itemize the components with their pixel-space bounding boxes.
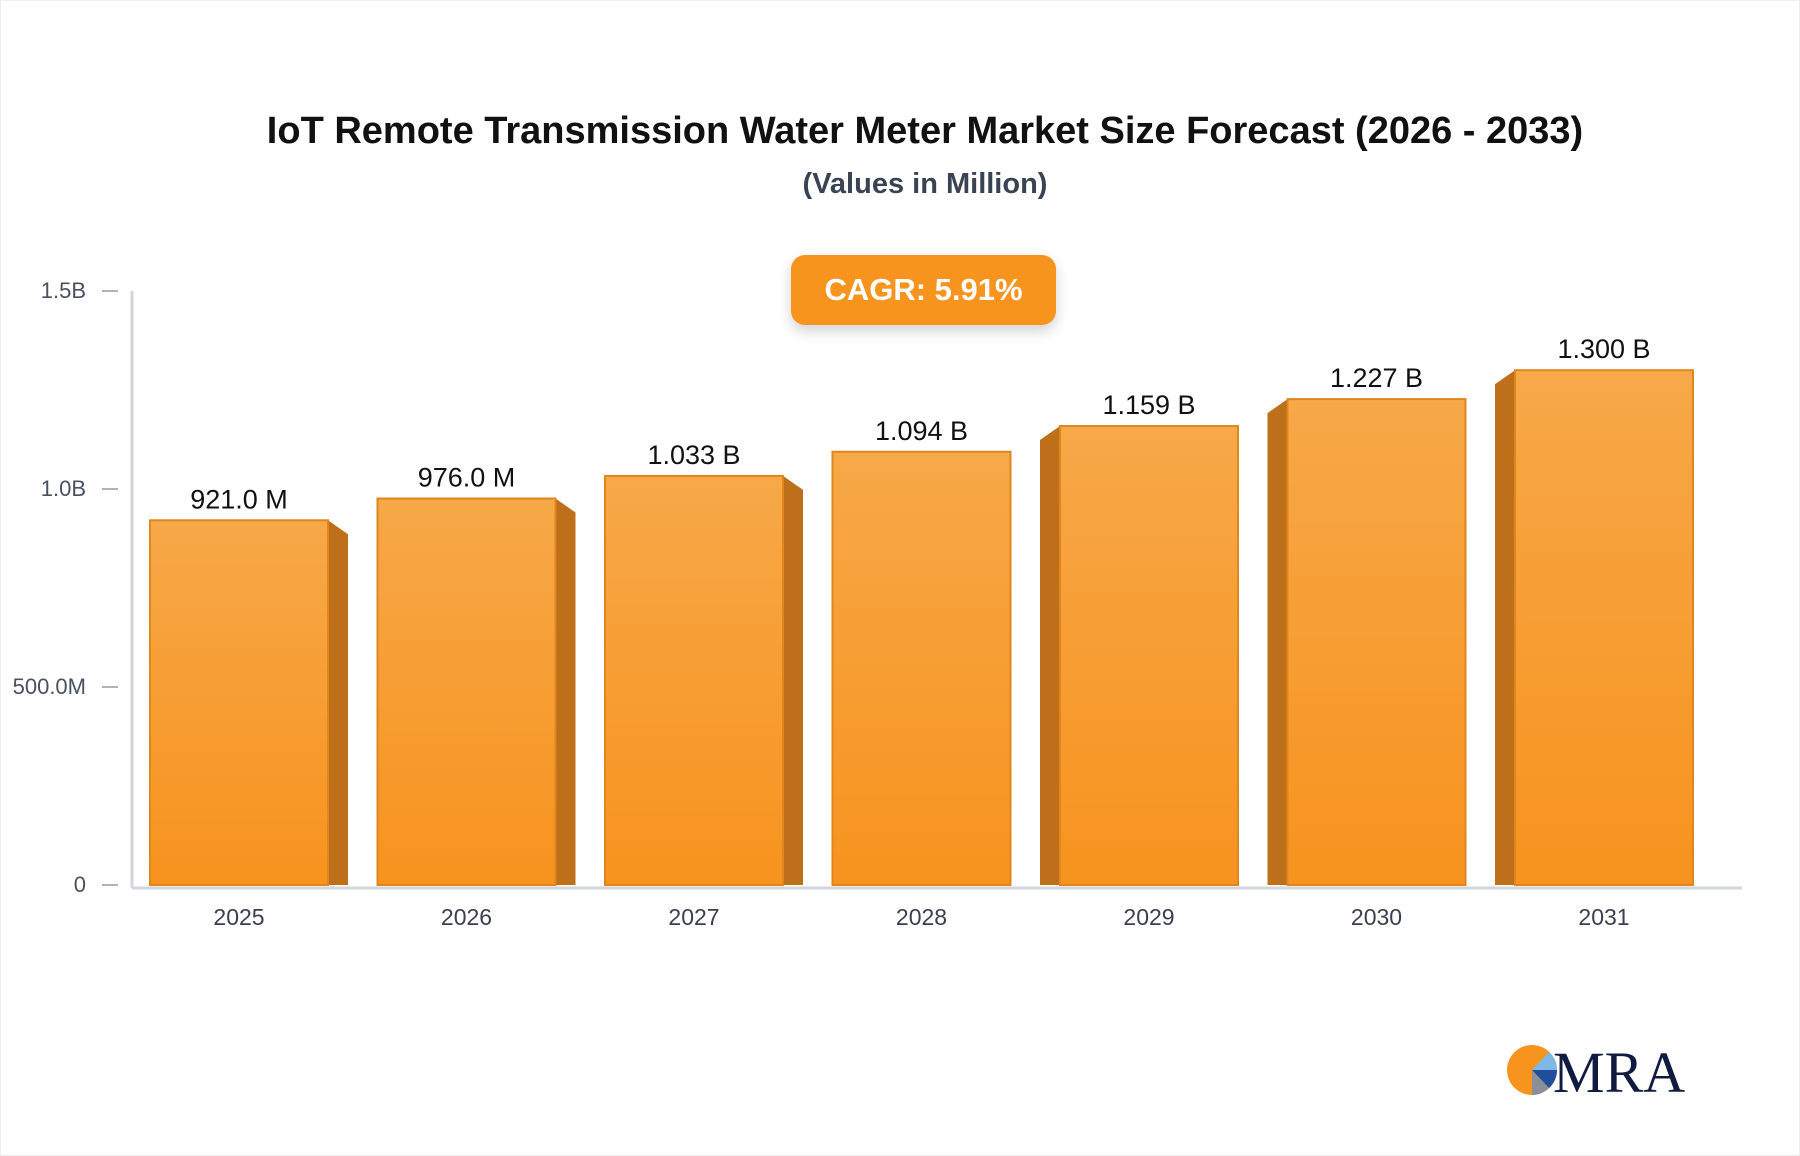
x-tick-label: 2031 <box>1578 904 1629 930</box>
x-tick-label: 2030 <box>1351 904 1402 930</box>
bar <box>1514 369 1694 886</box>
y-tick-label: 0 <box>74 872 86 897</box>
y-tick-label: 500.0M <box>13 674 86 699</box>
x-tick-label: 2026 <box>441 904 492 930</box>
bar-side <box>328 520 348 885</box>
data-label: 976.0 M <box>418 463 516 493</box>
chart-subtitle: (Values in Million) <box>802 168 1048 200</box>
cagr-badge: CAGR: 5.91% <box>791 255 1056 325</box>
x-tick-label: 2028 <box>896 904 947 930</box>
bar-side <box>1040 426 1060 885</box>
data-label: 1.300 B <box>1557 334 1650 364</box>
x-tick-label: 2029 <box>1123 904 1174 930</box>
x-tick-label: 2027 <box>668 904 719 930</box>
bar <box>831 450 1012 886</box>
data-label: 1.159 B <box>1102 390 1195 420</box>
bar-side <box>1495 370 1515 885</box>
data-label: 1.094 B <box>875 416 968 446</box>
bar <box>1059 425 1239 886</box>
bar <box>376 497 557 886</box>
chart-title: IoT Remote Transmission Water Meter Mark… <box>266 110 1584 152</box>
bar-side <box>1267 399 1288 885</box>
bar <box>604 474 784 886</box>
data-label: 1.227 B <box>1330 363 1423 393</box>
bar <box>149 519 329 886</box>
data-label: 1.033 B <box>647 440 740 470</box>
x-tick-label: 2025 <box>213 904 264 930</box>
mra-logo: MRA <box>1507 1040 1685 1100</box>
y-tick-label: 1.5B <box>41 278 86 303</box>
bar-side <box>783 475 803 885</box>
data-label: 921.0 M <box>190 484 288 514</box>
logo-text: MRA <box>1553 1040 1685 1100</box>
bar-side <box>555 498 576 885</box>
y-tick-label: 1.0B <box>41 476 86 501</box>
bar <box>1286 398 1467 886</box>
